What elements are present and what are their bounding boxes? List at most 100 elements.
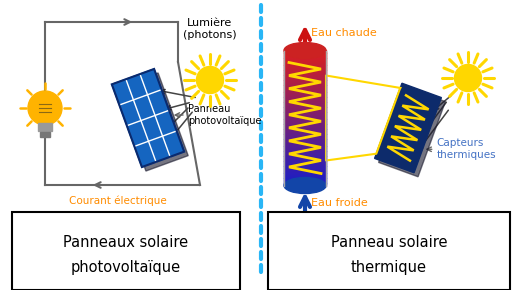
Text: Eau froide: Eau froide: [311, 198, 368, 209]
Bar: [284, 57, 326, 59]
Bar: [284, 70, 326, 73]
Bar: [284, 97, 326, 100]
Bar: [284, 173, 326, 176]
Bar: [284, 143, 326, 146]
Bar: [284, 99, 326, 101]
Bar: [284, 96, 326, 98]
Bar: [284, 153, 326, 156]
Text: Courant électrique: Courant électrique: [69, 196, 167, 206]
Bar: [284, 177, 326, 179]
Circle shape: [28, 91, 62, 125]
Bar: [284, 146, 326, 149]
Text: Lumière
(photons): Lumière (photons): [183, 18, 237, 40]
Bar: [284, 62, 326, 64]
Bar: [284, 119, 326, 122]
Bar: [284, 89, 326, 92]
Bar: [284, 50, 326, 53]
Bar: [284, 53, 326, 56]
Bar: [284, 77, 326, 80]
Bar: [284, 124, 326, 127]
Bar: [284, 67, 326, 70]
Bar: [284, 183, 326, 186]
Bar: [38, 123, 52, 131]
Bar: [284, 133, 326, 135]
Polygon shape: [116, 73, 188, 171]
Bar: [284, 72, 326, 75]
Bar: [284, 178, 326, 181]
Bar: [284, 148, 326, 151]
Bar: [284, 182, 326, 184]
Bar: [284, 141, 326, 144]
Text: Panneau
photovoltaïque: Panneau photovoltaïque: [188, 104, 262, 126]
Bar: [284, 128, 326, 130]
FancyBboxPatch shape: [268, 212, 510, 290]
Bar: [284, 79, 326, 81]
Polygon shape: [378, 87, 445, 177]
Bar: [284, 82, 326, 85]
Bar: [284, 129, 326, 132]
Bar: [284, 55, 326, 58]
Bar: [284, 134, 326, 137]
Bar: [284, 131, 326, 134]
Bar: [284, 168, 326, 171]
Bar: [284, 160, 326, 162]
Bar: [284, 170, 326, 173]
Bar: [284, 114, 326, 117]
Bar: [284, 106, 326, 108]
Bar: [284, 107, 326, 110]
FancyBboxPatch shape: [12, 212, 240, 290]
Bar: [284, 117, 326, 120]
Circle shape: [196, 66, 223, 93]
Bar: [284, 111, 326, 113]
Bar: [284, 171, 326, 174]
Bar: [284, 94, 326, 97]
Text: Panneaux solaire
photovoltaïque: Panneaux solaire photovoltaïque: [64, 235, 188, 275]
Bar: [284, 59, 326, 61]
Text: Panneau solaire
thermique: Panneau solaire thermique: [331, 235, 447, 275]
Bar: [284, 121, 326, 124]
Bar: [284, 116, 326, 119]
Ellipse shape: [284, 177, 326, 193]
Bar: [284, 163, 326, 166]
Bar: [284, 113, 326, 115]
Text: Capteurs
thermiques: Capteurs thermiques: [436, 138, 496, 160]
Bar: [284, 104, 326, 107]
Bar: [284, 165, 326, 167]
Bar: [284, 68, 326, 71]
Bar: [284, 65, 326, 68]
Bar: [284, 102, 326, 105]
Bar: [284, 151, 326, 154]
Bar: [40, 132, 50, 137]
Bar: [284, 87, 326, 90]
Text: Eau chaude: Eau chaude: [311, 28, 377, 37]
Bar: [284, 109, 326, 112]
Bar: [284, 80, 326, 83]
Bar: [284, 74, 326, 76]
Bar: [284, 64, 326, 66]
Bar: [284, 156, 326, 159]
Bar: [284, 123, 326, 125]
Bar: [284, 86, 326, 88]
Bar: [284, 139, 326, 142]
Bar: [284, 166, 326, 169]
Bar: [284, 52, 326, 55]
Circle shape: [455, 64, 481, 92]
Bar: [284, 92, 326, 95]
Bar: [284, 84, 326, 86]
Bar: [284, 144, 326, 147]
Bar: [284, 175, 326, 177]
Ellipse shape: [284, 43, 326, 59]
Bar: [284, 101, 326, 103]
Bar: [284, 75, 326, 78]
Bar: [284, 90, 326, 93]
Bar: [284, 138, 326, 140]
Bar: [284, 158, 326, 161]
Bar: [284, 60, 326, 63]
Bar: [284, 180, 326, 183]
Polygon shape: [112, 69, 184, 167]
Bar: [284, 136, 326, 139]
Polygon shape: [375, 83, 442, 173]
Bar: [284, 150, 326, 152]
Bar: [284, 155, 326, 157]
Bar: [284, 126, 326, 129]
